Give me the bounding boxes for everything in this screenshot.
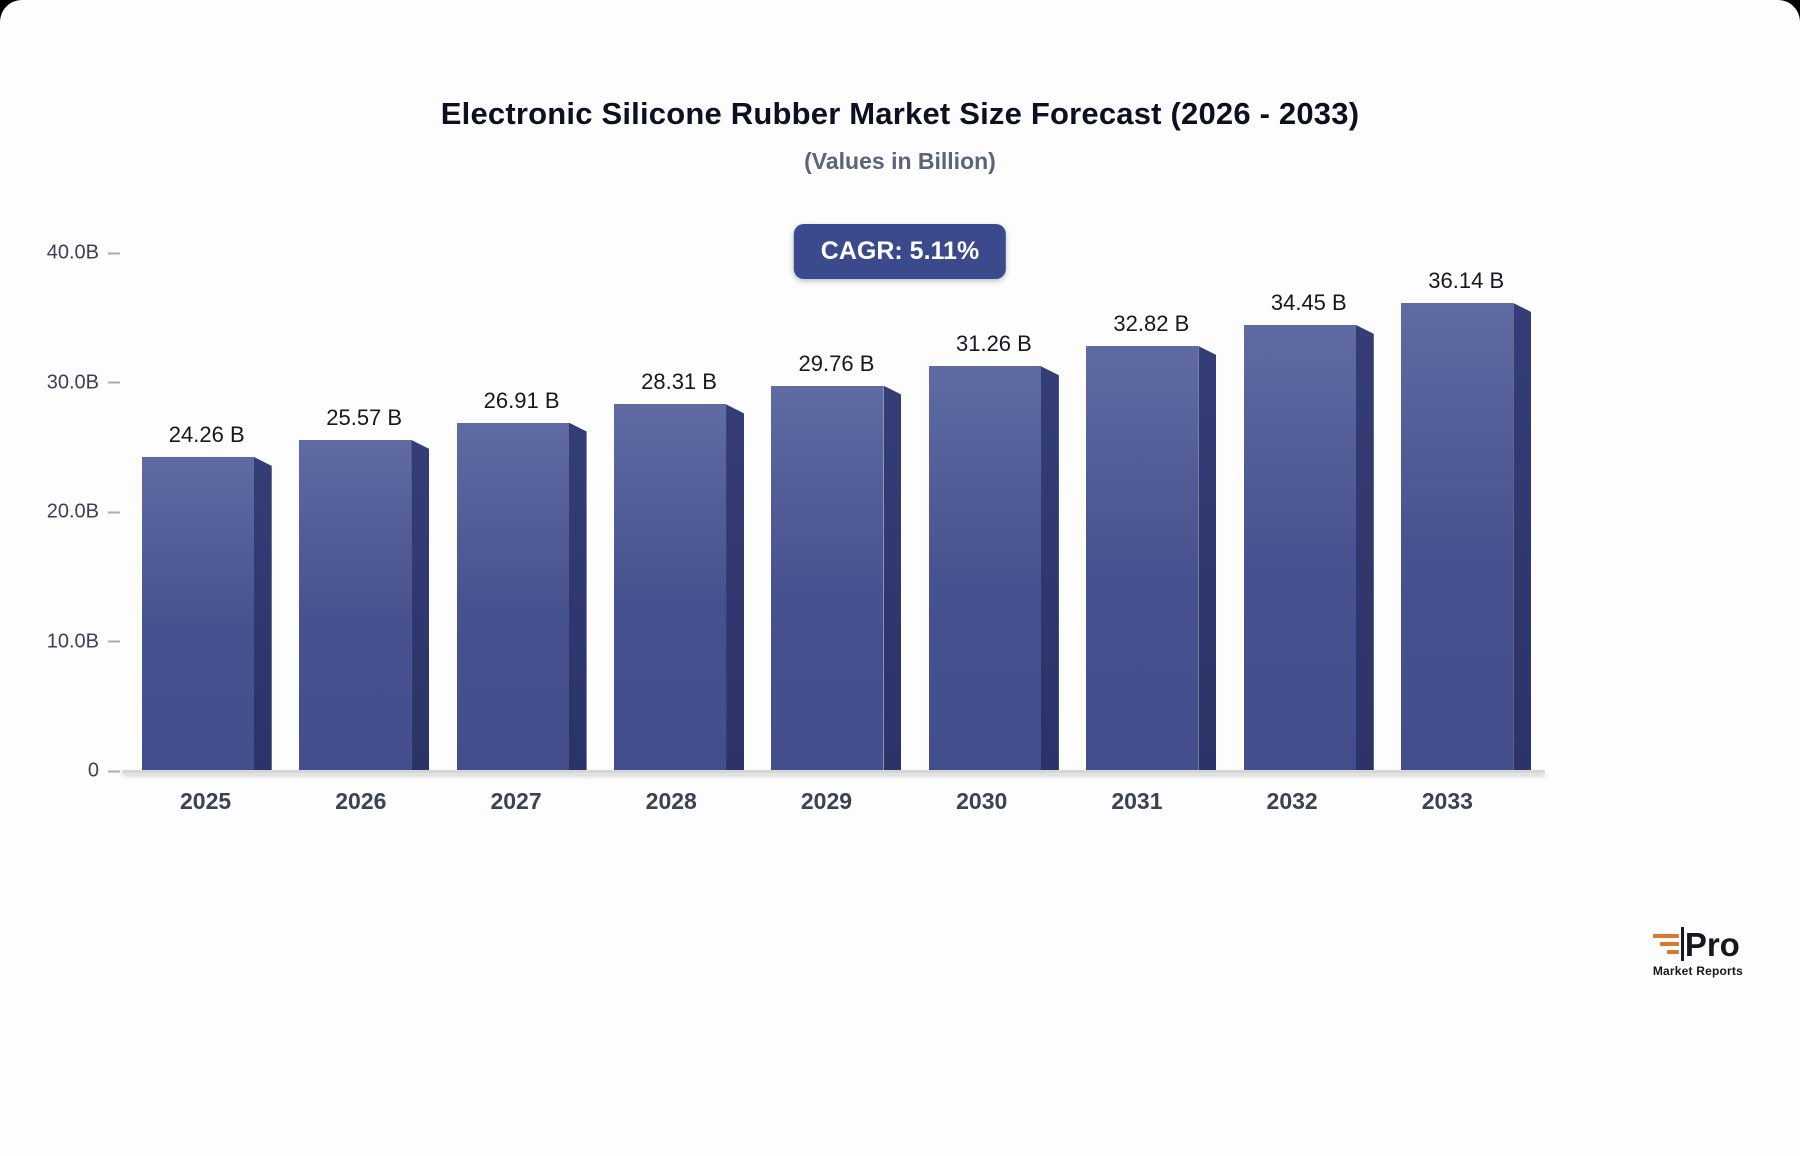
bar [299, 439, 430, 771]
y-axis-tick: 10.0B [47, 630, 120, 653]
bar-value-label: 28.31 B [641, 369, 717, 395]
y-axis-tick-mark [108, 511, 120, 513]
x-axis-label: 2027 [490, 788, 542, 814]
bar-value-label: 31.26 B [955, 331, 1032, 357]
y-axis-tick-label: 10.0B [46, 630, 99, 652]
y-axis-tick-label: 40.0B [46, 241, 99, 264]
y-axis-tick: 40.0B [47, 242, 120, 265]
bar-side-shade [411, 439, 430, 771]
bar-column: 34.45 B [1230, 253, 1387, 771]
x-axis-label: 2028 [645, 788, 697, 814]
bar-face [928, 366, 1041, 771]
bars: 24.26 B 25.57 B 26.91 B 28.31 B 29.76 B 31.26… [128, 253, 1545, 771]
bar-side-shade [1355, 324, 1374, 771]
y-axis-tick-mark [108, 770, 120, 772]
bar-column: 36.14 B [1388, 253, 1545, 771]
y-axis-tick: 20.0B [47, 501, 120, 524]
bar-value-label: 34.45 B [1270, 289, 1347, 315]
chart-title: Electronic Silicone Rubber Market Size F… [440, 96, 1360, 131]
x-axis-label: 2030 [956, 788, 1008, 814]
chart-area: 40.0B 30.0B 20.0B 10.0B 0 24.26 B 25.57 B 26.9… [20, 242, 1545, 782]
bar-face [456, 422, 569, 771]
bar-face [1243, 324, 1356, 771]
logo-text: Pro [1684, 925, 1740, 963]
y-axis-tick-mark [108, 640, 120, 643]
x-axis-label: 2026 [335, 788, 387, 814]
logo-subtext: Market Reports [1652, 964, 1743, 978]
bar-column: 26.91 B [443, 253, 600, 771]
x-axis-label: 2029 [800, 788, 853, 814]
bar-column: 25.57 B [285, 253, 442, 771]
bar-value-label: 32.82 B [1113, 310, 1190, 336]
y-axis-tick-mark [108, 252, 120, 254]
cagr-badge: CAGR: 5.11% [793, 224, 1007, 279]
bar-face [299, 439, 412, 771]
x-axis-label: 2032 [1266, 788, 1318, 814]
bar-face [1086, 345, 1199, 771]
bar [1243, 324, 1374, 771]
plot-area: 24.26 B 25.57 B 26.91 B 28.31 B 29.76 B 31.26… [122, 253, 1545, 773]
y-axis: 40.0B 30.0B 20.0B 10.0B 0 [20, 242, 120, 782]
x-axis-label: 2025 [180, 788, 232, 814]
bar-value-label: 36.14 B [1428, 268, 1505, 293]
y-axis-tick-label: 0 [87, 759, 99, 782]
bar-column: 29.76 B [758, 253, 915, 771]
bar [456, 422, 587, 771]
y-axis-tick: 0 [88, 760, 120, 783]
bar [1401, 303, 1532, 771]
x-axis-baseline [122, 770, 1545, 773]
bar-value-label: 29.76 B [798, 350, 875, 376]
y-axis-tick-label: 30.0B [46, 371, 99, 393]
logo-stem [1680, 927, 1684, 961]
bar-face [1401, 303, 1514, 771]
x-axis-label: 2031 [1111, 788, 1163, 814]
bar [614, 404, 745, 771]
bar-side-shade [883, 385, 902, 771]
bar-value-label: 24.26 B [168, 421, 245, 447]
logo-top: Pro [1652, 925, 1740, 963]
bar-side-shade [568, 422, 587, 771]
bar-side-shade [726, 404, 745, 771]
brand-logo: Pro Market Reports [1652, 925, 1743, 978]
y-axis-tick: 30.0B [47, 371, 120, 394]
bar [928, 366, 1059, 771]
bar-face [141, 456, 254, 771]
bar-value-label: 25.57 B [326, 404, 403, 430]
bar-face [614, 404, 727, 771]
bar-column: 24.26 B [128, 253, 285, 771]
bar [1086, 345, 1217, 771]
bar-side-shade [253, 456, 272, 771]
bar [771, 385, 902, 771]
bar-face [771, 385, 884, 771]
bar-value-label: 26.91 B [483, 387, 560, 413]
bar [141, 456, 272, 771]
y-axis-tick-mark [108, 381, 120, 384]
x-axis: 2025 2026 2027 2028 2029 2030 2031 2032 2033 [128, 788, 1525, 815]
bar-column: 31.26 B [915, 253, 1072, 771]
bar-side-shade [1198, 345, 1217, 771]
bar-side-shade [1513, 303, 1532, 771]
bar-side-shade [1040, 366, 1059, 771]
y-axis-tick-label: 20.0B [46, 500, 99, 523]
bar-column: 28.31 B [600, 253, 757, 771]
bar-column: 32.82 B [1073, 253, 1230, 771]
chart-subtitle: (Values in Billion) [804, 148, 996, 174]
logo-lines-icon [1652, 934, 1679, 954]
x-axis-label: 2033 [1421, 788, 1473, 814]
